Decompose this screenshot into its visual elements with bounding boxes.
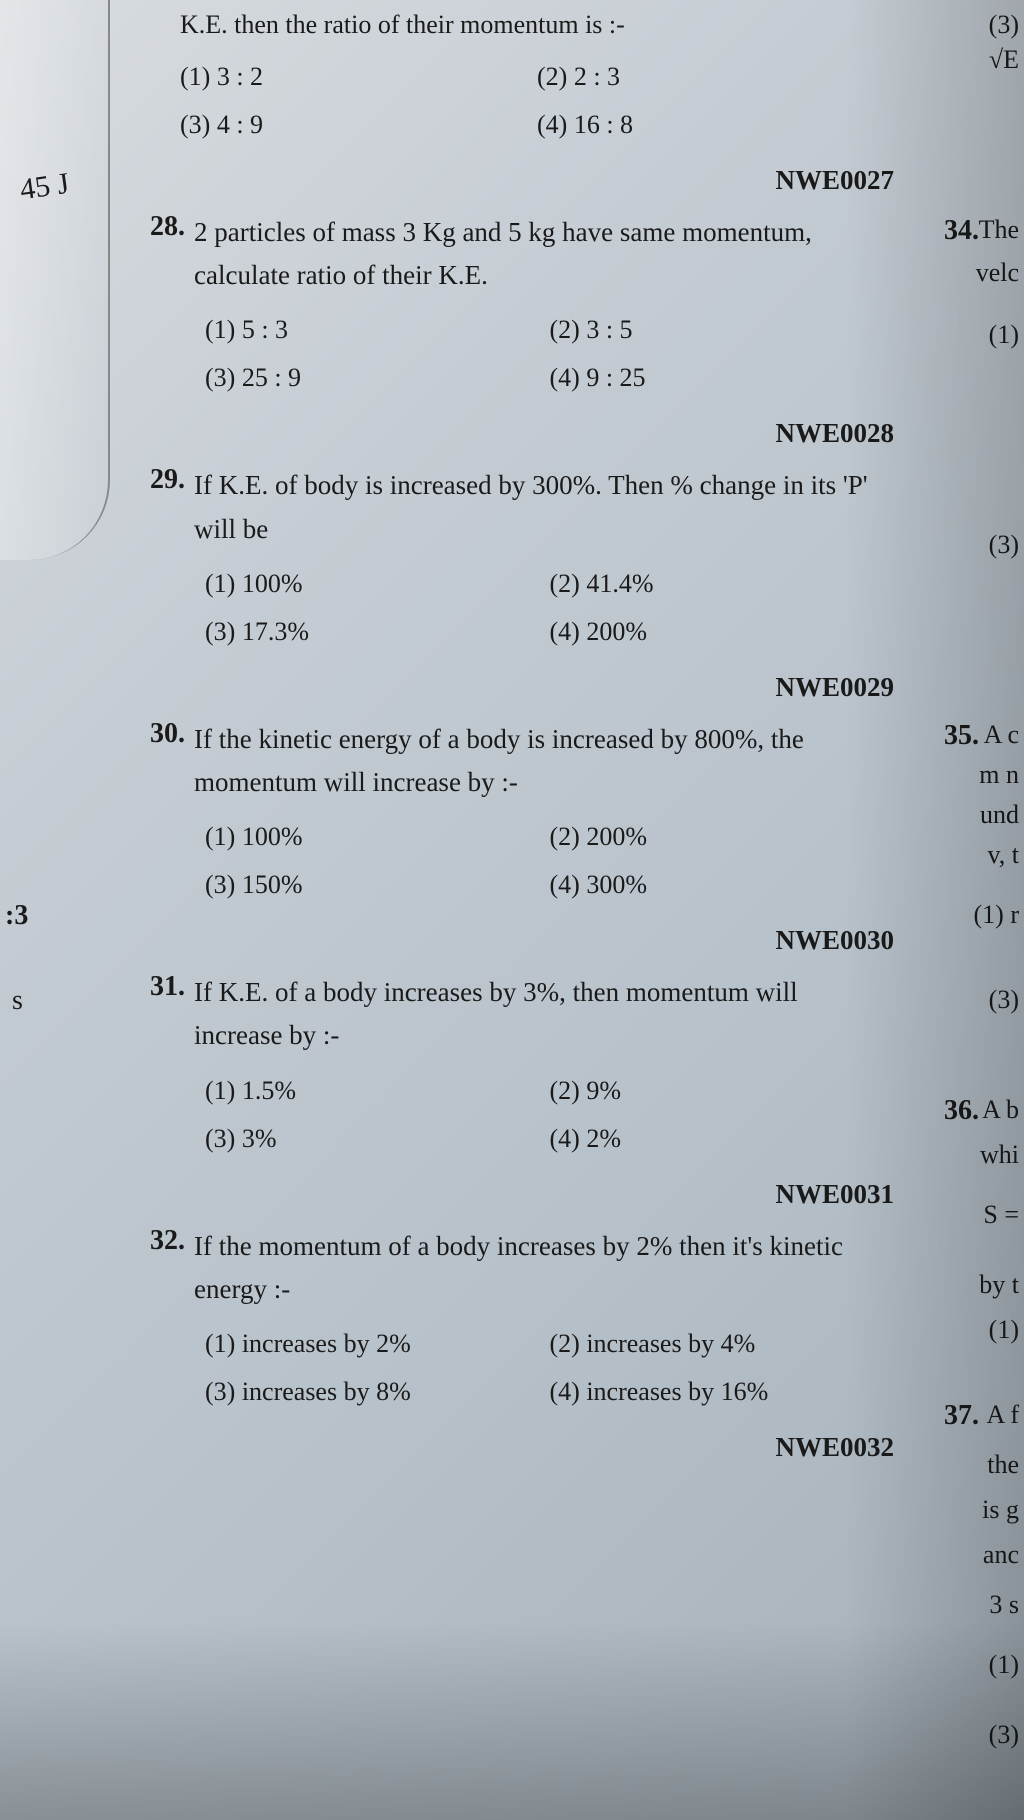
code-32: NWE0032 <box>0 1432 894 1463</box>
q28-option-1: (1) 5 : 3 <box>205 315 550 345</box>
r-q35: 35. <box>944 720 979 752</box>
q30-option-2: (2) 200% <box>550 822 895 852</box>
r-af: A f <box>987 1400 1020 1430</box>
right-column-cutoff: (3) √E 34. The velc (1) (3) 35. A c m n … <box>924 0 1024 1820</box>
r-opt-3b: (3) <box>989 530 1019 560</box>
q29-option-3: (3) 17.3% <box>205 617 550 647</box>
q31-option-1: (1) 1.5% <box>205 1076 550 1106</box>
q28-option-2: (2) 3 : 5 <box>550 315 895 345</box>
shadow-bottom <box>0 1620 1024 1820</box>
intro-text: K.E. then the ratio of their momentum is… <box>180 5 894 44</box>
question-27-options: (1) 3 : 2 (2) 2 : 3 (3) 4 : 9 (4) 16 : 8 <box>150 62 894 140</box>
q29-text: If K.E. of body is increased by 300%. Th… <box>194 464 888 550</box>
r-opt-3c: (3) <box>989 985 1019 1015</box>
code-29: NWE0029 <box>0 672 894 703</box>
q29-num: 29. <box>150 464 190 496</box>
q31-option-2: (2) 9% <box>550 1076 895 1106</box>
q30-option-1: (1) 100% <box>205 822 550 852</box>
code-30: NWE0030 <box>0 925 894 956</box>
code-28: NWE0028 <box>0 418 894 449</box>
q27-option-3: (3) 4 : 9 <box>180 110 537 140</box>
r-vt: v, t <box>987 840 1019 870</box>
r-seq: S = <box>983 1200 1019 1230</box>
r-the: The <box>979 215 1019 245</box>
r-isg: is g <box>982 1495 1019 1525</box>
q31-text: If K.E. of a body increases by 3%, then … <box>194 971 888 1057</box>
edge-label: 45 J <box>18 167 71 208</box>
r-opt-1c: (1) <box>989 1315 1019 1345</box>
side-s: s <box>12 985 23 1017</box>
q32-option-2: (2) increases by 4% <box>550 1329 895 1359</box>
code-27: NWE0027 <box>0 165 894 196</box>
exam-page: 45 J K.E. then the ratio of their moment… <box>0 0 1024 1820</box>
r-und: und <box>980 800 1019 830</box>
q32-option-3: (3) increases by 8% <box>205 1377 550 1407</box>
question-30: 30. If the kinetic energy of a body is i… <box>150 718 894 900</box>
q28-option-3: (3) 25 : 9 <box>205 363 550 393</box>
q28-num: 28. <box>150 211 190 243</box>
q31-option-3: (3) 3% <box>205 1124 550 1154</box>
r-whi: whi <box>980 1140 1019 1170</box>
page-curve <box>0 0 110 560</box>
r-q36: 36. <box>944 1095 979 1127</box>
r-mn: m n <box>979 760 1019 790</box>
q31-option-4: (4) 2% <box>550 1124 895 1154</box>
q30-option-4: (4) 300% <box>550 870 895 900</box>
q29-option-1: (1) 100% <box>205 569 550 599</box>
r-opt-1b: (1) r <box>974 900 1019 930</box>
q29-option-4: (4) 200% <box>550 617 895 647</box>
question-32: 32. If the momentum of a body increases … <box>150 1225 894 1407</box>
r-q34: 34. <box>944 215 979 247</box>
r-q37: 37. <box>944 1400 979 1432</box>
q27-option-4: (4) 16 : 8 <box>537 110 894 140</box>
r-velc: velc <box>976 258 1019 288</box>
q32-text: If the momentum of a body increases by 2… <box>194 1225 888 1311</box>
q32-option-4: (4) increases by 16% <box>550 1377 895 1407</box>
q29-option-2: (2) 41.4% <box>550 569 895 599</box>
code-31: NWE0031 <box>0 1179 894 1210</box>
q30-option-3: (3) 150% <box>205 870 550 900</box>
question-31: 31. If K.E. of a body increases by 3%, t… <box>150 971 894 1153</box>
q30-text: If the kinetic energy of a body is incre… <box>194 718 888 804</box>
question-28: 28. 2 particles of mass 3 Kg and 5 kg ha… <box>150 211 894 393</box>
q28-option-4: (4) 9 : 25 <box>550 363 895 393</box>
side-num-3: :3 <box>5 900 28 932</box>
r-opt-3d: (3) <box>989 1720 1019 1750</box>
r-anc: anc <box>983 1540 1019 1570</box>
question-29: 29. If K.E. of body is increased by 300%… <box>150 464 894 646</box>
q28-text: 2 particles of mass 3 Kg and 5 kg have s… <box>194 211 888 297</box>
r-opt-1: (1) <box>989 320 1019 350</box>
r-opt-1d: (1) <box>989 1650 1019 1680</box>
q31-num: 31. <box>150 971 190 1003</box>
r-the2: the <box>987 1450 1019 1480</box>
r-ac: A c <box>984 720 1019 750</box>
q32-option-1: (1) increases by 2% <box>205 1329 550 1359</box>
q30-num: 30. <box>150 718 190 750</box>
r-root-e: √E <box>989 45 1019 75</box>
r-ab: A b <box>982 1095 1019 1125</box>
q27-option-2: (2) 2 : 3 <box>537 62 894 92</box>
r-byt: by t <box>979 1270 1019 1300</box>
r-3s: 3 s <box>989 1590 1019 1620</box>
q32-num: 32. <box>150 1225 190 1257</box>
q27-option-1: (1) 3 : 2 <box>180 62 537 92</box>
r-opt-3: (3) <box>989 10 1019 40</box>
